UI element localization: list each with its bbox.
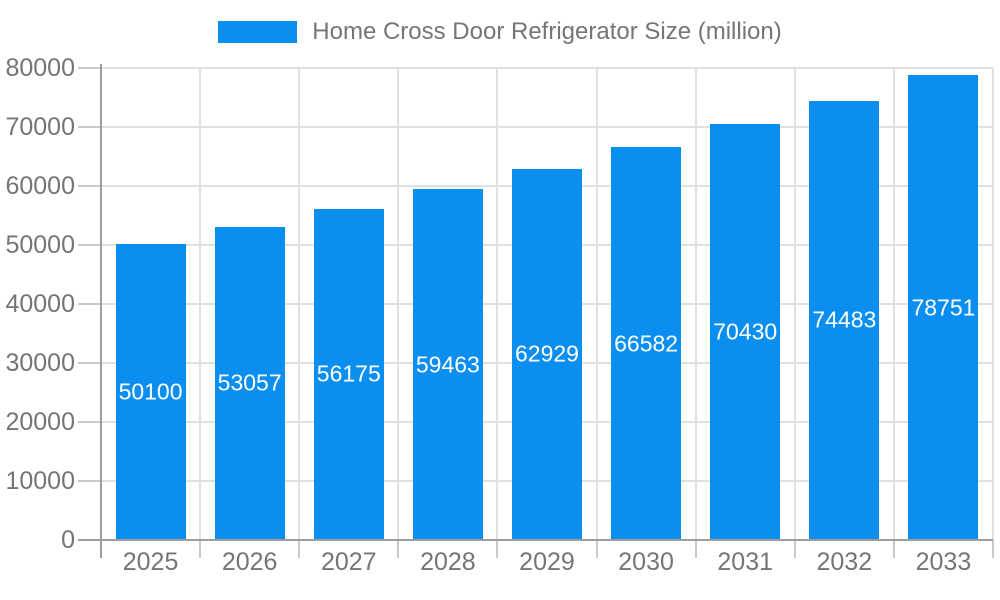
plot-area: 0 10000 20000 30000 40000 50000 60000 70000 8000… [5,56,994,576]
x-gridline [397,68,400,540]
y-tick-label: 30000 [5,349,75,377]
x-axis-tick [298,540,301,558]
x-axis-tick [397,540,400,558]
x-axis-tick [694,540,697,558]
bar: 59463 [412,189,483,540]
x-tick-label: 2032 [816,548,873,576]
bar-value-label: 74483 [812,306,877,333]
x-axis-tick [892,540,895,558]
y-axis-tick [78,421,101,423]
bar: 56175 [313,208,384,540]
y-axis-tick [78,362,101,364]
y-tick-label: 40000 [5,290,75,318]
bar-value-label: 70430 [713,318,778,345]
y-axis-tick [78,126,101,128]
legend-swatch [218,21,298,43]
x-gridline [496,68,499,540]
x-tick-label: 2030 [618,548,674,576]
bar: 74483 [809,100,880,540]
bar-value-label: 62929 [515,340,579,367]
x-axis-tick [199,540,202,558]
x-axis-tick [992,540,994,558]
x-axis-line [78,539,993,541]
x-tick-label: 2029 [519,548,575,576]
x-tick-label: 2031 [717,548,774,576]
x-gridline [694,68,697,540]
y-axis-tick [78,244,101,246]
y-tick-label: 70000 [5,113,75,141]
bar-value-label: 56175 [316,360,381,387]
y-tick-label: 10000 [5,467,75,495]
x-tick-label: 2027 [320,548,377,576]
bar: 70430 [710,124,781,540]
y-gridline [101,126,993,128]
bar: 50100 [115,244,186,540]
bar: 66582 [611,147,682,540]
y-tick-label: 0 [61,526,75,554]
x-gridline [892,68,895,540]
y-tick-label: 50000 [5,231,75,259]
y-tick-label: 60000 [5,172,75,200]
bar: 62929 [512,168,582,540]
y-gridline [101,67,993,69]
y-tick-label: 80000 [5,54,75,82]
bar: 78751 [908,75,979,540]
bar-value-label: 59463 [415,351,480,378]
x-gridline [793,68,796,540]
y-axis-tick [78,185,101,187]
x-gridline [595,68,598,540]
bar-value-label: 50100 [118,378,183,405]
y-axis-tick [78,480,101,482]
bar-value-label: 53057 [217,369,282,396]
legend-label: Home Cross Door Refrigerator Size (milli… [312,18,782,45]
bar: 53057 [214,226,285,540]
x-tick-label: 2028 [420,548,476,576]
y-axis-line [100,64,102,558]
legend: Home Cross Door Refrigerator Size (milli… [0,18,1000,46]
x-axis-tick [793,540,796,558]
x-gridline [992,68,994,540]
bar-value-label: 78751 [911,294,976,321]
x-gridline [298,68,301,540]
y-axis-tick [78,303,101,305]
x-axis-tick [496,540,499,558]
bar-value-label: 66582 [614,330,679,357]
x-tick-label: 2026 [221,548,278,576]
x-tick-label: 2033 [915,548,972,576]
y-tick-label: 20000 [5,408,75,436]
x-gridline [199,68,202,540]
y-axis-tick [78,67,101,69]
x-tick-label: 2025 [122,548,179,576]
x-axis-tick [595,540,598,558]
